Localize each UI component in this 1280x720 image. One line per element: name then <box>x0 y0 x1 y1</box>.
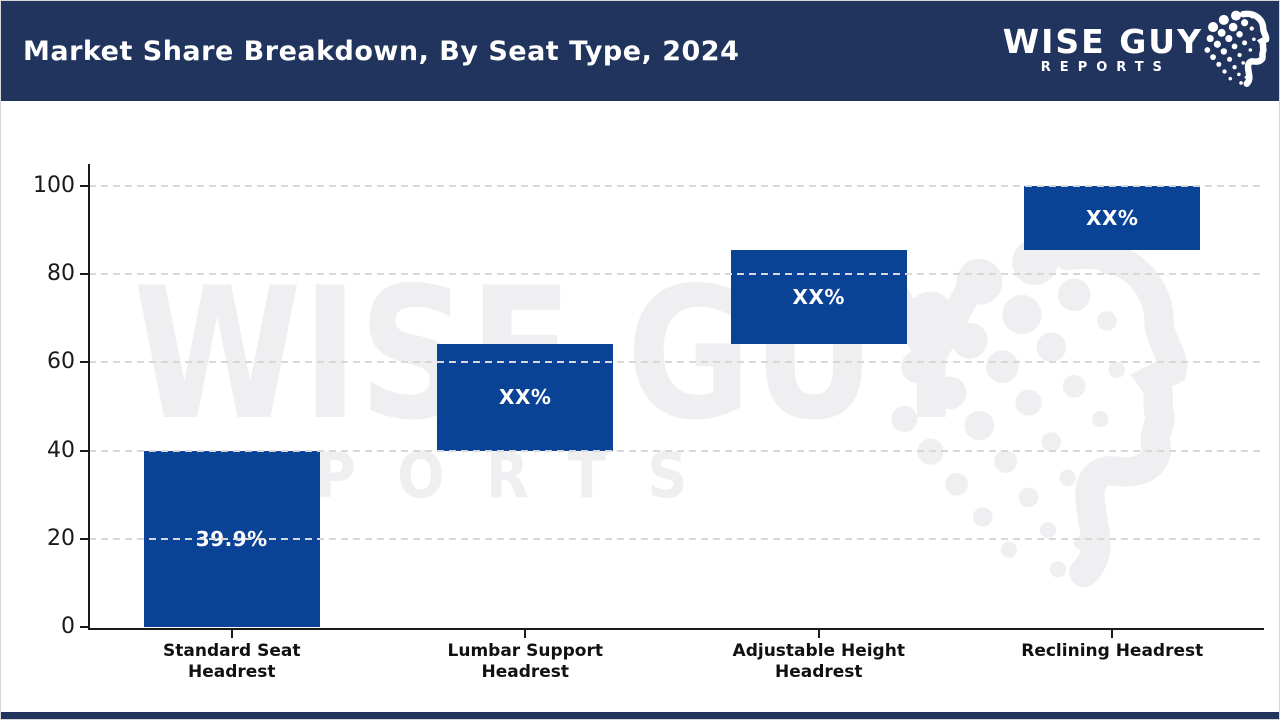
bar-value-label: XX% <box>1086 205 1139 230</box>
logo-wordmark: WISE GUY <box>1002 21 1203 61</box>
x-axis-category-line: Headrest <box>774 662 863 683</box>
x-axis-line <box>88 628 1264 630</box>
x-axis-category-label: Adjustable Height Headrest <box>679 641 959 684</box>
footer-bar <box>1 712 1279 719</box>
chart-title: Market Share Breakdown, By Seat Type, 20… <box>23 35 740 67</box>
x-axis-category-line: Standard Seat <box>163 641 301 661</box>
y-tick <box>80 185 88 187</box>
gridline <box>89 273 1263 276</box>
x-axis-category-line: Lumbar Support <box>447 641 603 661</box>
x-tick <box>524 630 527 638</box>
y-tick-label: 0 <box>61 614 75 639</box>
bar-segment: XX% <box>1024 186 1201 250</box>
x-axis-category-line: Headrest <box>187 662 276 683</box>
x-axis-category-line: Adjustable Height <box>732 641 905 661</box>
bar-value-label: XX% <box>499 385 552 410</box>
x-tick <box>817 630 820 638</box>
gridline <box>89 449 1263 452</box>
wiseguy-face-icon <box>1199 7 1273 93</box>
y-tick-label: 100 <box>33 173 75 198</box>
wiseguy-logo: WISE GUY REPORTS <box>1003 7 1273 93</box>
y-tick <box>80 626 88 628</box>
x-tick <box>1111 630 1114 638</box>
gridline <box>89 361 1263 364</box>
logo-subtext: REPORTS <box>1040 60 1171 76</box>
y-tick-label: 40 <box>47 437 75 463</box>
watermark-face-icon <box>869 223 1201 615</box>
x-axis-category-label: Standard Seat Headrest <box>92 641 372 684</box>
x-axis-category-line: Headrest <box>481 662 570 683</box>
gridline <box>89 185 1263 187</box>
bar-segment: XX% <box>730 249 907 344</box>
logo-text: WISE GUY REPORTS <box>1002 21 1203 76</box>
x-tick <box>230 630 233 638</box>
y-tick <box>80 537 88 540</box>
x-axis-category-label: Reclining Headrest <box>972 641 1252 662</box>
y-tick <box>80 273 88 276</box>
y-axis-line <box>88 164 90 629</box>
y-tick <box>80 361 88 364</box>
header-bar: Market Share Breakdown, By Seat Type, 20… <box>1 1 1279 101</box>
x-axis-category-label: Lumbar Support Headrest <box>385 641 665 684</box>
y-tick-label: 60 <box>47 349 75 375</box>
y-tick-label: 80 <box>47 261 75 287</box>
bar-value-label: XX% <box>792 284 845 309</box>
y-tick-label: 20 <box>47 525 75 551</box>
bar-segment: XX% <box>437 343 614 452</box>
gridline <box>89 537 1263 540</box>
x-axis-category-line: Reclining Headrest <box>1021 641 1204 661</box>
y-tick <box>80 449 88 452</box>
